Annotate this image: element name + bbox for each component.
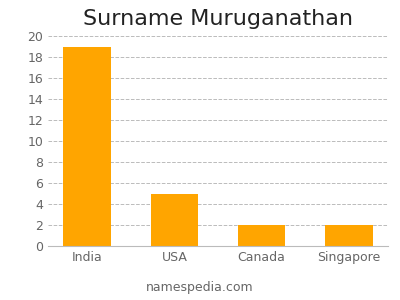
Bar bbox=[64, 46, 111, 246]
Title: Surname Muruganathan: Surname Muruganathan bbox=[83, 9, 353, 29]
Bar bbox=[238, 225, 286, 246]
Bar bbox=[325, 225, 372, 246]
Bar bbox=[150, 194, 198, 246]
Text: namespedia.com: namespedia.com bbox=[146, 281, 254, 294]
